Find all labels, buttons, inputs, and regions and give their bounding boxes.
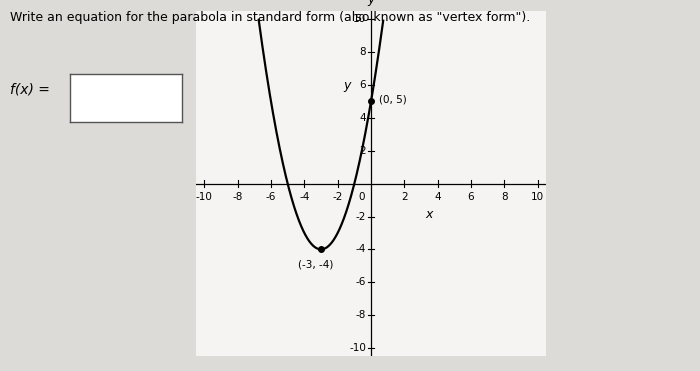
Text: -4: -4 bbox=[356, 244, 366, 255]
Text: 8: 8 bbox=[359, 47, 366, 57]
Text: 6: 6 bbox=[359, 80, 366, 90]
Text: -8: -8 bbox=[356, 310, 366, 320]
Text: -10: -10 bbox=[349, 343, 366, 353]
Text: 6: 6 bbox=[468, 192, 475, 202]
Text: (-3, -4): (-3, -4) bbox=[298, 259, 334, 269]
Text: -6: -6 bbox=[356, 277, 366, 287]
Text: 10: 10 bbox=[531, 192, 544, 202]
Text: Write an equation for the parabola in standard form (also known as "vertex form": Write an equation for the parabola in st… bbox=[10, 11, 531, 24]
Text: -6: -6 bbox=[266, 192, 276, 202]
Text: 8: 8 bbox=[501, 192, 508, 202]
Text: -2: -2 bbox=[332, 192, 343, 202]
Text: 4: 4 bbox=[435, 192, 441, 202]
Text: -4: -4 bbox=[299, 192, 309, 202]
Text: y: y bbox=[368, 0, 374, 6]
Text: -2: -2 bbox=[356, 211, 366, 221]
Text: (0, 5): (0, 5) bbox=[379, 95, 407, 105]
Text: 4: 4 bbox=[359, 113, 366, 123]
Text: f(x) =: f(x) = bbox=[10, 82, 50, 96]
Text: -8: -8 bbox=[232, 192, 243, 202]
Text: 2: 2 bbox=[401, 192, 407, 202]
Text: 0: 0 bbox=[358, 192, 365, 202]
Text: -10: -10 bbox=[196, 192, 213, 202]
Text: x: x bbox=[426, 208, 433, 221]
Text: 2: 2 bbox=[359, 146, 366, 156]
Text: 10: 10 bbox=[353, 14, 366, 24]
Text: y: y bbox=[344, 79, 351, 92]
